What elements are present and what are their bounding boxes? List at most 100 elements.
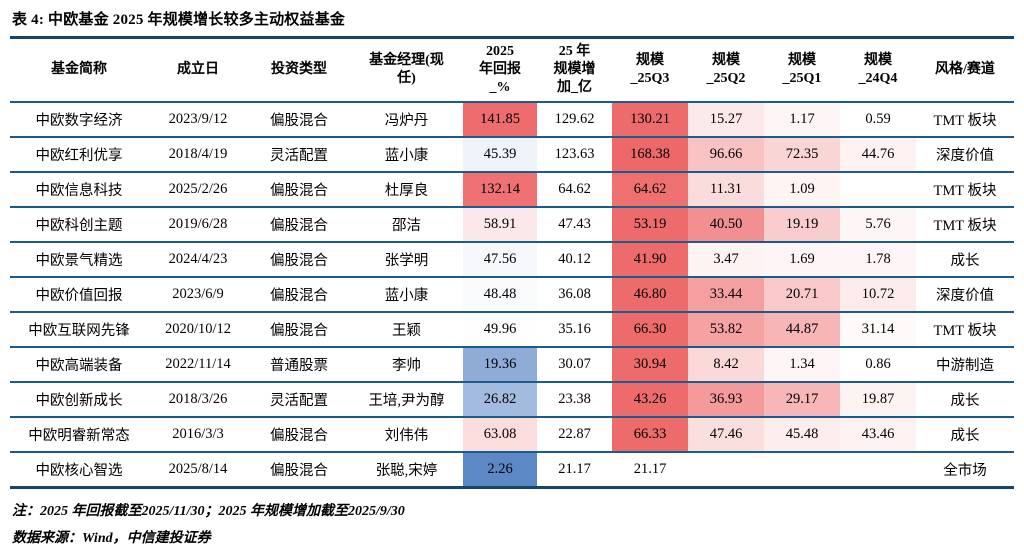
name-cell: 中欧高端装备 (10, 347, 148, 383)
q2-cell: 36.93 (688, 382, 764, 418)
manager-cell: 张学明 (350, 242, 463, 278)
q3-cell: 66.33 (612, 417, 688, 453)
style-cell: TMT 板块 (916, 312, 1014, 348)
type-cell: 偏股混合 (248, 277, 350, 313)
q1-cell: 45.48 (764, 417, 840, 453)
q1-cell: 72.35 (764, 137, 840, 173)
name-cell: 中欧价值回报 (10, 277, 148, 313)
q4-cell: 1.78 (840, 242, 916, 278)
q2-cell: 3.47 (688, 242, 764, 278)
table-row: 中欧明睿新常态 2016/3/3 偏股混合 刘伟伟 63.08 22.87 66.33 47.… (10, 417, 1014, 453)
manager-cell: 刘伟伟 (350, 417, 463, 453)
manager-cell: 冯炉丹 (350, 102, 463, 138)
col-header-q4: 规模 _24Q4 (840, 37, 916, 103)
style-cell: 成长 (916, 417, 1014, 453)
manager-cell: 蓝小康 (350, 137, 463, 173)
fund-table-header: 基金简称 成立日 投资类型 基金经理(现 任) 2025 年回报 _% 25 年 规模增 … (10, 37, 1014, 103)
q2-cell: 47.46 (688, 417, 764, 453)
name-cell: 中欧红利优享 (10, 137, 148, 173)
q3-cell: 43.26 (612, 382, 688, 418)
table-row: 中欧高端装备 2022/11/14 普通股票 李帅 19.36 30.07 30.94 8.4… (10, 347, 1014, 383)
manager-cell: 李帅 (350, 347, 463, 383)
q4-cell: 19.87 (840, 382, 916, 418)
manager-cell: 王培,尹为醇 (350, 382, 463, 418)
q4-cell: 0.86 (840, 347, 916, 383)
table-row: 中欧信息科技 2025/2/26 偏股混合 杜厚良 132.14 64.62 64.62 11… (10, 172, 1014, 208)
style-cell: TMT 板块 (916, 102, 1014, 138)
add-cell: 22.87 (537, 417, 612, 453)
q3-cell: 130.21 (612, 102, 688, 138)
q1-cell: 1.17 (764, 102, 840, 138)
add-cell: 30.07 (537, 347, 612, 383)
inception-cell: 2025/8/14 (168, 461, 228, 477)
style-cell: 成长 (916, 242, 1014, 278)
style-cell: 深度价值 (916, 137, 1014, 173)
type-cell: 偏股混合 (248, 417, 350, 453)
q4-cell: 5.76 (840, 207, 916, 243)
type-cell: 灵活配置 (248, 137, 350, 173)
inception-cell: 2023/9/12 (148, 102, 248, 138)
ret-cell: 48.48 (463, 277, 537, 313)
name-cell: 中欧互联网先锋 (10, 312, 148, 348)
q3-cell: 64.62 (612, 172, 688, 208)
q2-cell: 33.44 (688, 277, 764, 313)
footnotes: 注：2025 年回报截至2025/11/30；2025 年规模增加截至2025/… (10, 498, 1014, 552)
name-cell: 中欧景气精选 (10, 242, 148, 278)
q1-cell: 20.71 (764, 277, 840, 313)
inception-cell: 2024/4/23 (148, 242, 248, 278)
add-cell: 23.38 (537, 382, 612, 418)
note-cutoff-dates: 注：2025 年回报截至2025/11/30；2025 年规模增加截至2025/… (12, 504, 405, 519)
ret-cell: 63.08 (463, 417, 537, 453)
q4-cell: 0.59 (840, 102, 916, 138)
type-cell: 偏股混合 (270, 463, 328, 479)
type-cell: 灵活配置 (248, 382, 350, 418)
table-row: 中欧价值回报 2023/6/9 偏股混合 蓝小康 48.48 36.08 46.80 33.4… (10, 277, 1014, 313)
q4-cell (840, 452, 916, 488)
inception-cell: 2019/6/28 (148, 207, 248, 243)
add-cell: 35.16 (537, 312, 612, 348)
style-cell: 深度价值 (916, 277, 1014, 313)
manager-cell: 杜厚良 (350, 172, 463, 208)
q2-cell: 53.82 (688, 312, 764, 348)
q2-cell: 8.42 (688, 347, 764, 383)
col-header-q3: 规模 _25Q3 (612, 37, 688, 103)
type-cell: 偏股混合 (248, 102, 350, 138)
ret-cell: 49.96 (463, 312, 537, 348)
type-cell: 偏股混合 (248, 242, 350, 278)
col-header-inception: 成立日 (148, 37, 248, 103)
name-cell: 中欧明睿新常态 (10, 417, 148, 453)
type-cell: 偏股混合 (248, 312, 350, 348)
inception-cell: 2022/11/14 (148, 347, 248, 383)
q2-cell: 15.27 (688, 102, 764, 138)
style-cell: 成长 (916, 382, 1014, 418)
manager-cell: 蓝小康 (350, 277, 463, 313)
manager-cell: 王颖 (350, 312, 463, 348)
name-cell: 中欧创新成长 (10, 382, 148, 418)
name-cell: 中欧核心智选 (35, 463, 123, 479)
q2-cell: 40.50 (688, 207, 764, 243)
q1-cell (764, 452, 840, 488)
inception-cell: 2023/6/9 (148, 277, 248, 313)
inception-cell: 2018/3/26 (148, 382, 248, 418)
header-row: 基金简称 成立日 投资类型 基金经理(现 任) 2025 年回报 _% 25 年 规模增 … (10, 37, 1014, 103)
q3-cell: 46.80 (612, 277, 688, 313)
ret-cell: 19.36 (463, 347, 537, 383)
table-title: 表 4: 中欧基金 2025 年规模增长较多主动权益基金 (12, 12, 346, 28)
ret-cell: 2.26 (463, 452, 537, 488)
table-row: 中欧数字经济 2023/9/12 偏股混合 冯炉丹 141.85 129.62 130.21… (10, 102, 1014, 138)
col-header-q1: 规模 _25Q1 (764, 37, 840, 103)
q4-cell: 44.76 (840, 137, 916, 173)
q4-cell: 31.14 (840, 312, 916, 348)
table-row: 中欧创新成长 2018/3/26 灵活配置 王培,尹为醇 26.82 23.38 43.26… (10, 382, 1014, 418)
add-cell: 129.62 (537, 102, 612, 138)
q1-cell: 1.34 (764, 347, 840, 383)
fund-table-body: 中欧数字经济 2023/9/12 偏股混合 冯炉丹 141.85 129.62 130.21… (10, 102, 1014, 488)
q4-cell: 10.72 (840, 277, 916, 313)
add-cell: 36.08 (537, 277, 612, 313)
fund-table: 基金简称 成立日 投资类型 基金经理(现 任) 2025 年回报 _% 25 年 规模增 … (10, 36, 1014, 489)
name-cell: 中欧数字经济 (10, 102, 148, 138)
q1-cell: 29.17 (764, 382, 840, 418)
type-cell: 普通股票 (248, 347, 350, 383)
col-header-q2: 规模 _25Q2 (688, 37, 764, 103)
inception-cell: 2018/4/19 (148, 137, 248, 173)
